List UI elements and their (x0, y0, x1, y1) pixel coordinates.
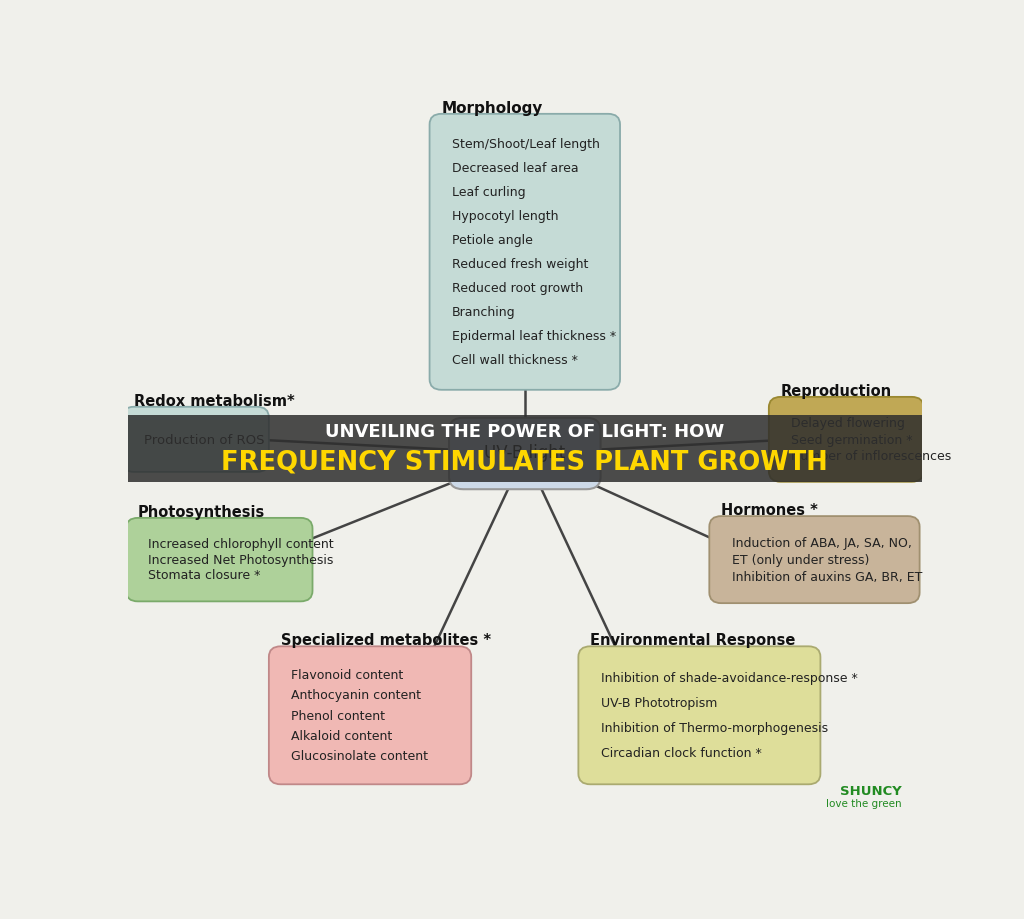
FancyBboxPatch shape (710, 516, 920, 603)
Text: Leaf curling: Leaf curling (452, 187, 525, 199)
FancyBboxPatch shape (126, 518, 312, 601)
Text: Branching: Branching (452, 306, 515, 319)
Text: Inhibition of auxins GA, BR, ET: Inhibition of auxins GA, BR, ET (731, 571, 922, 584)
Text: Alkaloid content: Alkaloid content (291, 730, 392, 743)
Text: Anthocyanin content: Anthocyanin content (291, 689, 421, 702)
Text: Epidermal leaf thickness *: Epidermal leaf thickness * (452, 330, 615, 343)
FancyBboxPatch shape (269, 646, 471, 784)
Text: Environmental Response: Environmental Response (590, 633, 796, 649)
Text: Number of inflorescences: Number of inflorescences (792, 449, 951, 462)
Text: Phenol content: Phenol content (291, 709, 385, 722)
Text: Stomata closure *: Stomata closure * (148, 570, 261, 583)
Text: Circadian clock function *: Circadian clock function * (601, 747, 761, 760)
Text: Glucosinolate content: Glucosinolate content (291, 750, 428, 763)
Text: Inhibition of shade-avoidance-response *: Inhibition of shade-avoidance-response * (601, 672, 857, 685)
Text: Flavonoid content: Flavonoid content (291, 669, 403, 682)
Text: Decreased leaf area: Decreased leaf area (452, 163, 579, 176)
FancyBboxPatch shape (579, 646, 820, 784)
FancyBboxPatch shape (430, 114, 620, 390)
Text: Cell wall thickness *: Cell wall thickness * (452, 354, 578, 367)
Text: Delayed flowering: Delayed flowering (792, 417, 905, 430)
Text: Petiole angle: Petiole angle (452, 234, 532, 247)
Text: Production of ROS: Production of ROS (144, 434, 265, 447)
FancyBboxPatch shape (769, 397, 924, 482)
Text: ET (only under stress): ET (only under stress) (731, 554, 869, 567)
Text: UV-B light: UV-B light (484, 445, 565, 462)
Text: Morphology: Morphology (441, 101, 543, 116)
Text: Reduced fresh weight: Reduced fresh weight (452, 258, 588, 271)
Text: Redox metabolism*: Redox metabolism* (134, 394, 295, 409)
Text: FREQUENCY STIMULATES PLANT GROWTH: FREQUENCY STIMULATES PLANT GROWTH (221, 450, 828, 476)
FancyBboxPatch shape (122, 407, 269, 471)
Text: Stem/Shoot/Leaf length: Stem/Shoot/Leaf length (452, 139, 600, 152)
Text: SHUNCY: SHUNCY (840, 785, 902, 798)
Text: love the green: love the green (826, 800, 902, 810)
Text: Induction of ABA, JA, SA, NO,: Induction of ABA, JA, SA, NO, (731, 537, 911, 550)
Text: Inhibition of Thermo-morphogenesis: Inhibition of Thermo-morphogenesis (601, 722, 827, 735)
Text: Seed germination *: Seed germination * (792, 434, 912, 447)
Text: Increased chlorophyll content: Increased chlorophyll content (148, 539, 334, 551)
Text: UNVEILING THE POWER OF LIGHT: HOW: UNVEILING THE POWER OF LIGHT: HOW (326, 423, 724, 441)
Text: Reduced root growth: Reduced root growth (452, 282, 583, 295)
Text: Hypocotyl length: Hypocotyl length (452, 210, 558, 223)
Text: UV-B Phototropism: UV-B Phototropism (601, 697, 717, 709)
Bar (128, 414, 922, 482)
Text: Specialized metabolites *: Specialized metabolites * (281, 633, 490, 649)
Text: Hormones *: Hormones * (721, 504, 818, 518)
Text: Reproduction: Reproduction (780, 384, 892, 399)
FancyBboxPatch shape (449, 418, 601, 489)
Text: Increased Net Photosynthesis: Increased Net Photosynthesis (148, 554, 334, 567)
Text: Photosynthesis: Photosynthesis (138, 505, 265, 520)
